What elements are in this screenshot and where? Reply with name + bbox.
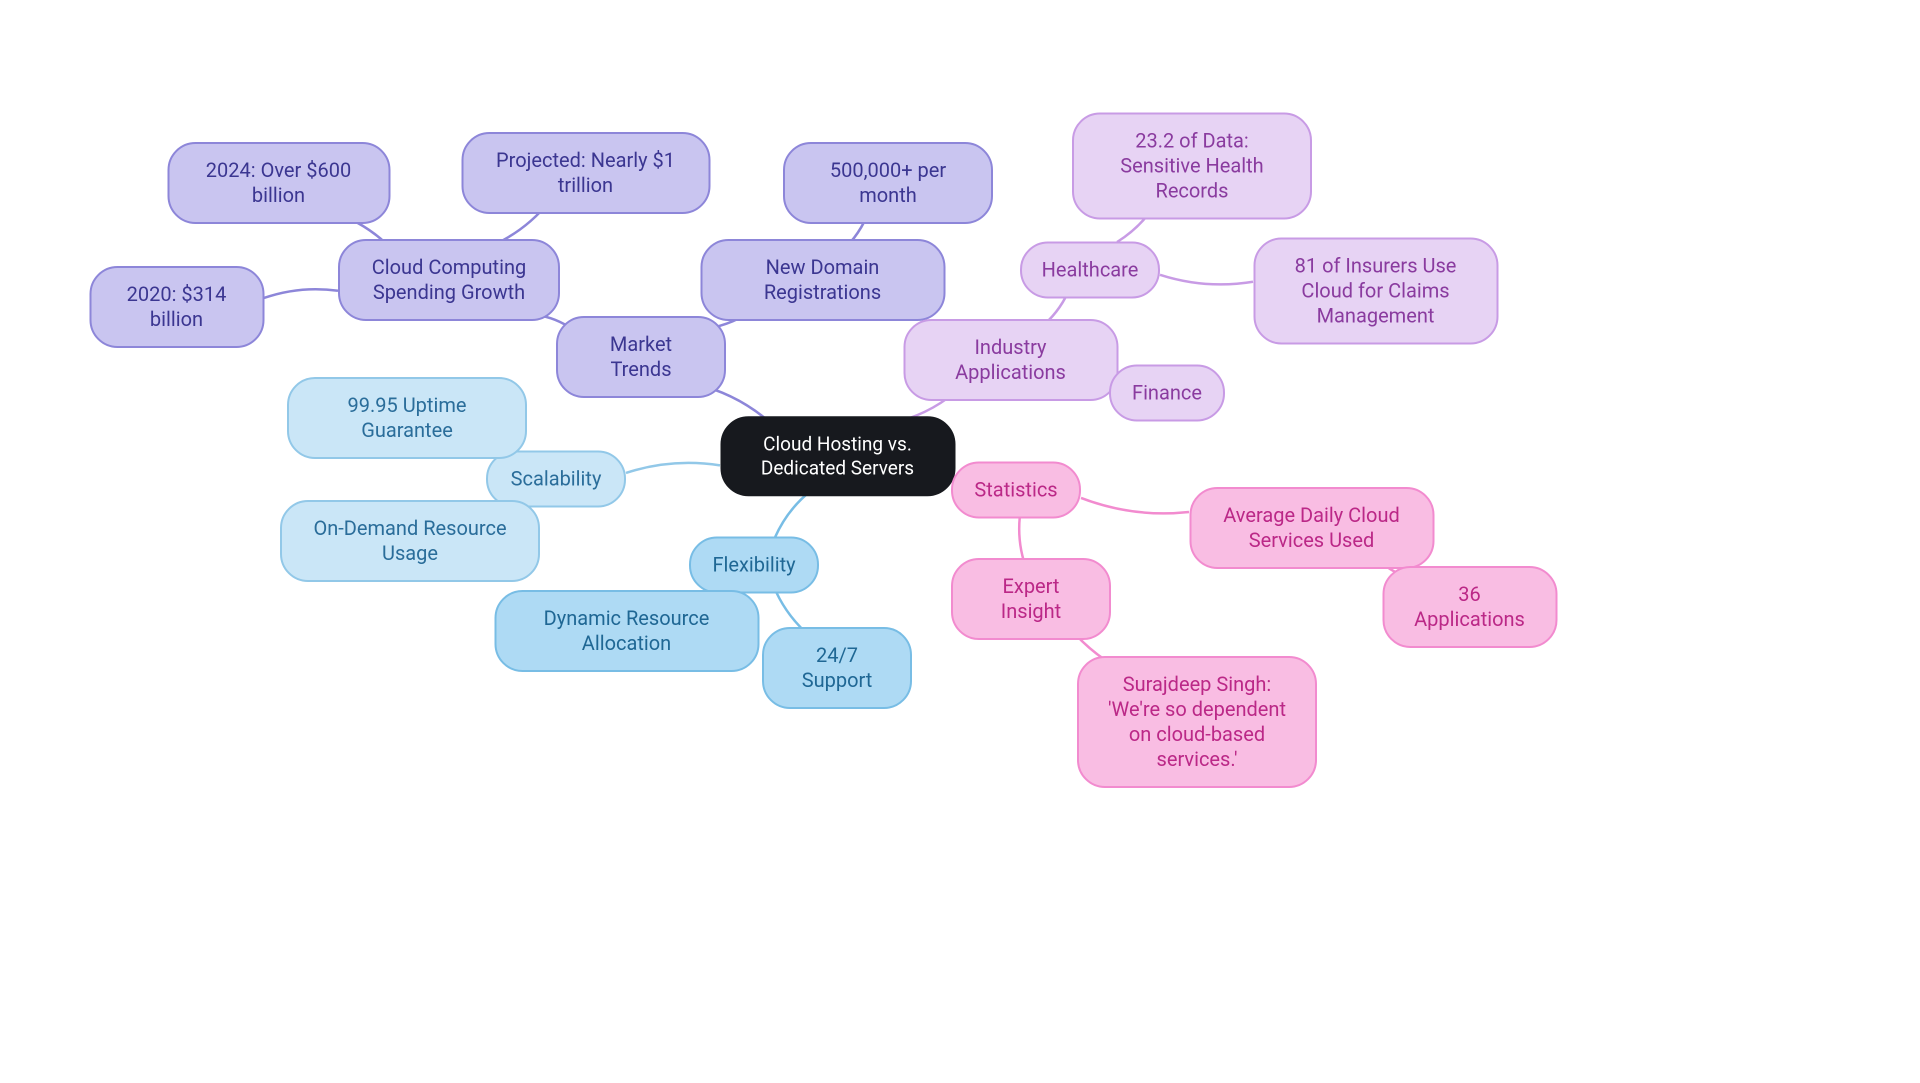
edge (626, 463, 720, 473)
edge (1081, 498, 1189, 513)
node-spending: Cloud Computing Spending Growth (338, 239, 560, 321)
node-permonth: 500,000+ per month (783, 142, 993, 224)
node-avgcloud: Average Daily Cloud Services Used (1189, 487, 1434, 569)
edge (264, 289, 338, 298)
node-quote: Surajdeep Singh: 'We're so dependent on … (1077, 656, 1317, 788)
node-stats: Statistics (951, 461, 1081, 518)
node-uptime: 99.95 Uptime Guarantee (287, 377, 527, 459)
node-newdom: New Domain Registrations (700, 239, 945, 321)
node-industry: Industry Applications (903, 319, 1118, 401)
node-finance: Finance (1109, 364, 1225, 421)
node-y2020: 2020: $314 billion (89, 266, 264, 348)
node-scalability: Scalability (486, 450, 626, 507)
edge (775, 491, 810, 537)
node-flexibility: Flexibility (689, 536, 819, 593)
node-sensdata: 23.2 of Data: Sensitive Health Records (1072, 113, 1312, 220)
node-apps36: 36 Applications (1382, 566, 1557, 648)
node-insurers: 81 of Insurers Use Cloud for Claims Mana… (1253, 238, 1498, 345)
node-y2024: 2024: Over $600 billion (167, 142, 390, 224)
node-ondemand: On-Demand Resource Usage (280, 500, 540, 582)
node-expert: Expert Insight (951, 558, 1111, 640)
node-healthcare: Healthcare (1020, 241, 1160, 298)
node-projected: Projected: Nearly $1 trillion (461, 132, 710, 214)
edge (1160, 275, 1253, 285)
node-root: Cloud Hosting vs. Dedicated Servers (720, 416, 955, 496)
node-support: 24/7 Support (762, 627, 912, 709)
node-dynamic: Dynamic Resource Allocation (494, 590, 759, 672)
node-market: Market Trends (556, 316, 726, 398)
